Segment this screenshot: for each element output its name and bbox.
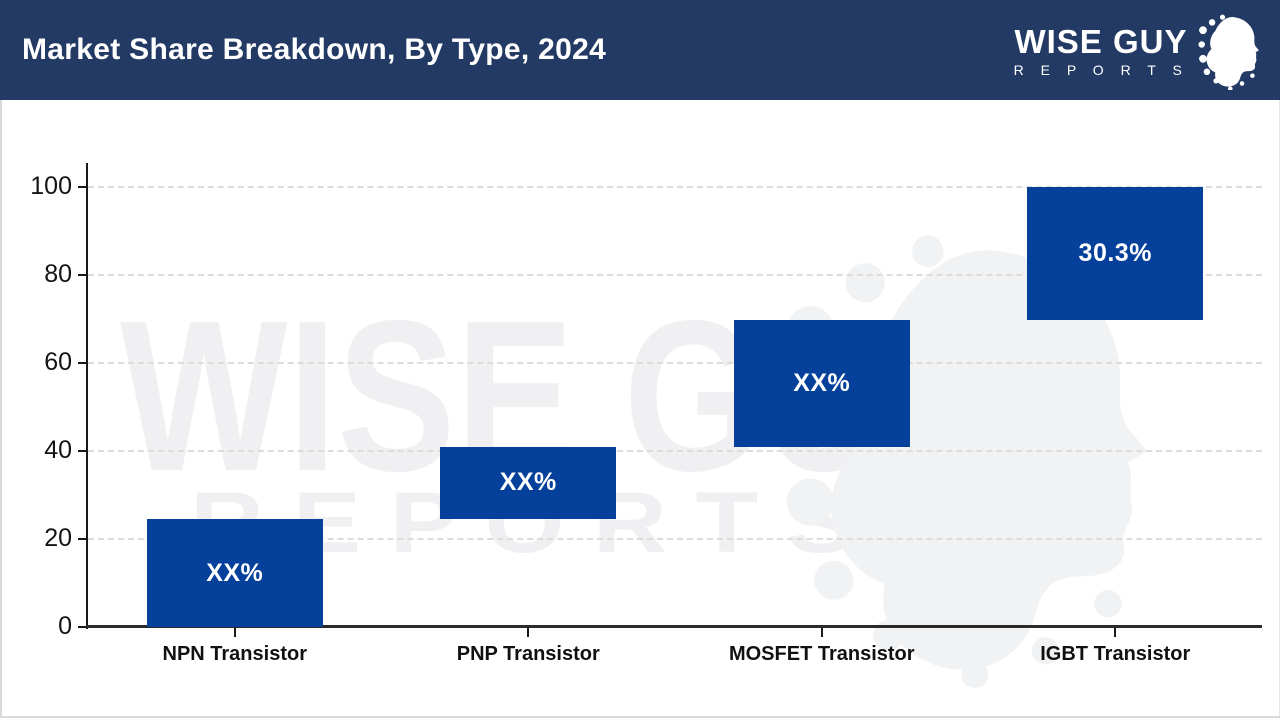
y-tick-label-0: 0 [58, 612, 72, 640]
face-profile-icon [1198, 14, 1259, 90]
y-tick-mark-60 [78, 362, 86, 364]
bar-igbt-transistor[interactable]: 30.3% [1027, 187, 1204, 321]
x-category-label: MOSFET Transistor [728, 643, 915, 665]
x-category-label: PNP Transistor [456, 643, 600, 665]
y-tick-label-80: 80 [44, 260, 72, 288]
y-tick-mark-40 [78, 450, 86, 452]
bar-pnp-transistor[interactable]: XX% [440, 446, 617, 520]
y-tick-mark-80 [78, 274, 86, 276]
y-tick-label-60: 60 [44, 348, 72, 376]
bar-value-label: XX% [499, 468, 557, 497]
brand-name: WISE GUY [1014, 23, 1188, 60]
x-category-label: NPN Transistor [162, 643, 307, 665]
y-tick-label-20: 20 [44, 524, 72, 552]
bar-value-label: XX% [206, 558, 264, 587]
bar-npn-transistor[interactable]: XX% [146, 519, 323, 627]
gridline-80 [88, 274, 1262, 276]
y-tick-mark-20 [78, 538, 86, 540]
brand-subtitle: R E P O R T S [1013, 62, 1189, 78]
brand-logo-text: WISE GUY R E P O R T S [1012, 23, 1190, 79]
x-axis-line [86, 625, 1262, 628]
y-axis-line [86, 163, 88, 629]
page-title: Market Share Breakdown, By Type, 2024 [22, 33, 607, 66]
card-border-left [0, 100, 2, 718]
bar-value-label: XX% [793, 368, 851, 397]
gridline-20 [88, 538, 1262, 540]
x-category-label: IGBT Transistor [1040, 643, 1191, 665]
bar-value-label: 30.3% [1078, 239, 1152, 268]
x-tick-mark-2 [820, 628, 823, 637]
plot-area: 0 20 40 60 80 100 XX% NPN Transistor XX% PNP Tran… [30, 163, 1262, 665]
x-tick-mark-1 [527, 628, 530, 637]
gridline-40 [88, 450, 1262, 452]
y-tick-label-40: 40 [44, 436, 72, 464]
gridline-100 [88, 186, 1262, 188]
gridline-60 [88, 362, 1262, 364]
x-tick-mark-0 [233, 628, 236, 637]
x-tick-mark-3 [1114, 628, 1117, 637]
bar-mosfet-transistor[interactable]: XX% [733, 320, 910, 447]
card-border-bottom [0, 716, 1280, 718]
y-tick-mark-0 [78, 626, 86, 628]
brand-logo: WISE GUY R E P O R T S [1012, 8, 1262, 94]
header-bar: Market Share Breakdown, By Type, 2024 WI… [0, 0, 1280, 100]
y-tick-label-100: 100 [30, 172, 72, 200]
y-tick-mark-100 [78, 186, 86, 188]
